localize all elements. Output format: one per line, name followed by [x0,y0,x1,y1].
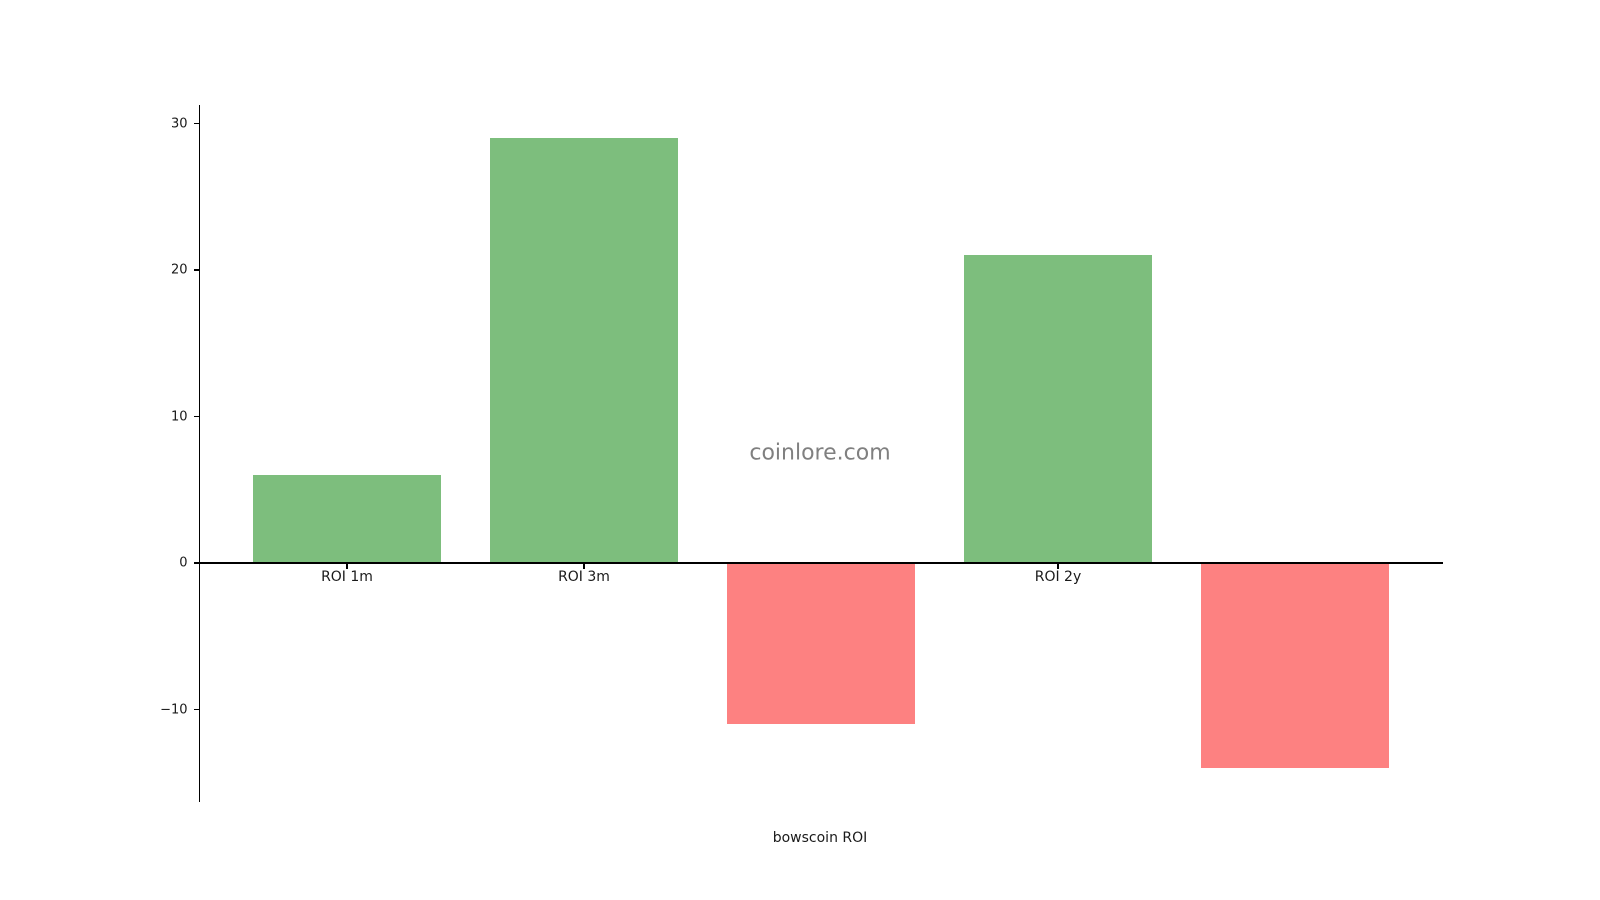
y-axis-spine [198,105,200,802]
x-axis-title: bowscoin ROI [772,830,868,846]
bar-item-3 [727,563,915,725]
y-tick-mark [193,562,199,564]
watermark: coinlore.com [749,440,891,466]
y-tick-label: 0 [179,555,188,571]
y-tick-mark [193,269,199,271]
x-tick-mark [1057,563,1059,569]
x-tick-mark [583,563,585,569]
x-axis-line [200,562,1443,564]
x-tick-label-roi-1m: ROI 1m [321,568,373,585]
y-tick-label: 30 [170,116,188,131]
bar-item-5 [1201,563,1389,769]
bar-roi-2y [964,255,1152,563]
y-tick-mark [193,708,199,711]
y-tick-mark [193,122,199,125]
x-tick-label-roi-3m: ROI 3m [558,568,610,585]
y-tick-label: 20 [170,262,188,278]
x-tick-label-roi-2y: ROI 2y [1034,568,1082,585]
y-tick-mark [193,415,199,418]
y-tick-label: 10 [170,409,188,424]
bar-roi-3m [490,138,678,563]
y-tick-label: −10 [160,702,188,717]
bar-roi-1m [253,475,441,563]
x-tick-mark [346,563,348,569]
